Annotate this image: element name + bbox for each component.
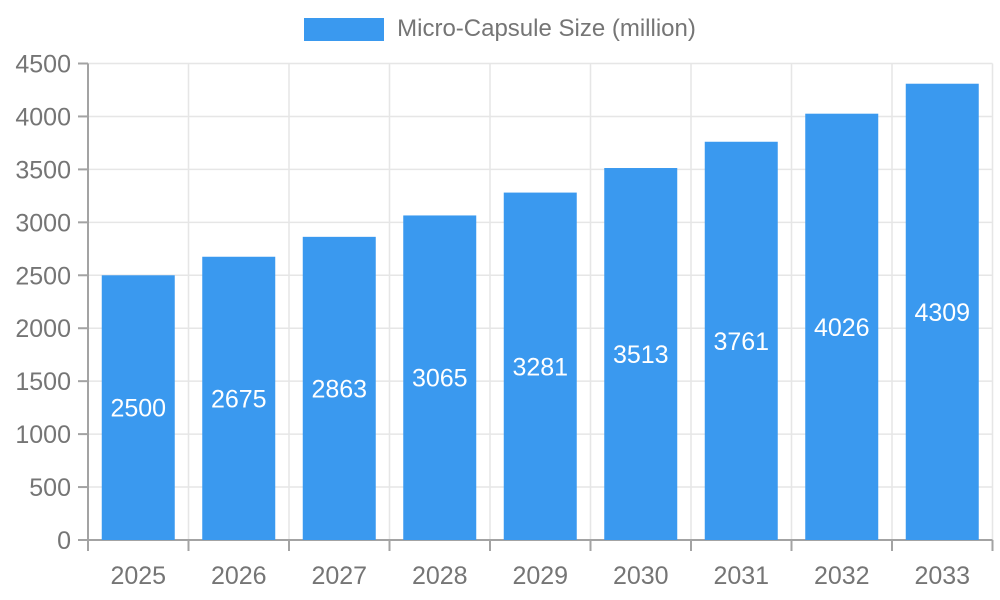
y-tick-label: 500 [29,474,71,502]
x-tick-label: 2031 [713,562,769,590]
bar-value-label: 3513 [613,341,669,369]
x-tick-label: 2027 [311,562,367,590]
bar-value-label: 4309 [914,299,970,327]
legend-label: Micro-Capsule Size (million) [397,15,696,42]
y-tick-label: 2500 [15,262,71,290]
bar-value-label: 2675 [211,385,267,413]
y-tick-label: 4500 [15,51,71,79]
x-tick-label: 2026 [211,562,267,590]
bar-value-label: 3281 [512,353,568,381]
y-tick-label: 2000 [15,315,71,343]
bar-value-label: 4026 [814,314,870,342]
y-tick-label: 3500 [15,156,71,184]
legend-swatch [304,17,385,41]
bar-value-label: 2863 [311,375,367,403]
x-tick-label: 2030 [613,562,669,590]
bar[interactable] [403,215,477,540]
y-tick-label: 1500 [15,368,71,396]
bar[interactable] [202,256,276,540]
chart-legend[interactable]: Micro-Capsule Size (million) [0,17,1000,41]
bar[interactable] [302,236,376,540]
x-tick-label: 2028 [412,562,468,590]
x-tick-label: 2033 [914,562,970,590]
x-tick-label: 2025 [110,562,166,590]
x-tick-label: 2029 [512,562,568,590]
bar-value-label: 3065 [412,365,468,393]
bar-value-label: 2500 [110,395,166,423]
y-tick-label: 3000 [15,209,71,237]
bar[interactable] [101,275,175,540]
y-tick-label: 0 [57,527,71,555]
bar-value-label: 3761 [713,328,769,356]
x-tick-label: 2032 [814,562,870,590]
bar[interactable] [805,113,879,540]
bar[interactable] [704,141,778,540]
y-tick-label: 4000 [15,103,71,131]
bar[interactable] [905,83,979,540]
y-tick-label: 1000 [15,421,71,449]
bar[interactable] [503,192,577,540]
bar[interactable] [604,168,678,540]
